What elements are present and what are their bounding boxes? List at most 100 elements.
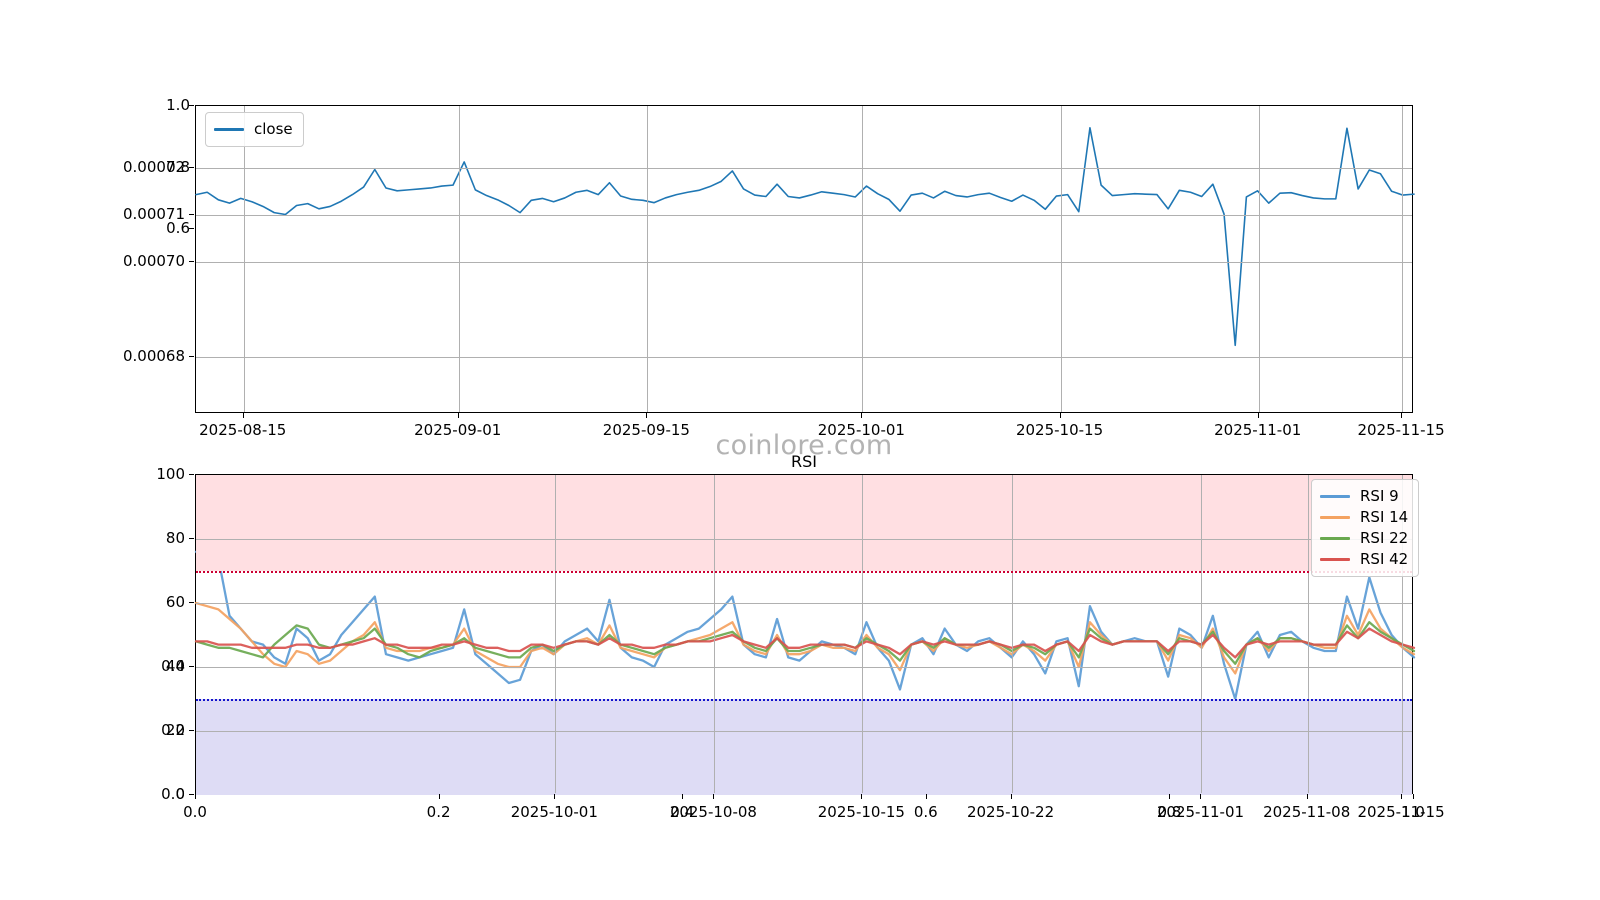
price-series-svg: [195, 126, 1415, 347]
rsi-x-tick-label: 2025-11-01: [1156, 803, 1245, 821]
rsi-gridline-v: [1201, 475, 1203, 793]
price-gridline-v: [458, 106, 460, 412]
rsi-legend[interactable]: RSI 9 RSI 14 RSI 22 RSI 42: [1311, 479, 1420, 577]
price-gridline-v: [243, 106, 245, 412]
price-legend-label: close: [254, 120, 293, 138]
price-x-tickmark: [646, 413, 648, 418]
rsi-y-tick-label: 60: [165, 593, 185, 611]
price-y-tick-label: 0.00070: [122, 252, 185, 271]
rsi-x-overlay-tick-label: 0.8: [1157, 803, 1182, 821]
rsi-gridline-v: [555, 475, 557, 793]
rsi-x-overlay-tick-label: 0.6: [913, 803, 938, 821]
rsi-y-overlay-tick-label: 0.2: [161, 721, 185, 739]
rsi-gridline-h: [196, 603, 1412, 604]
price-gridline-h: [196, 167, 1412, 169]
rsi-x-overlay-tick-label: 0.0: [183, 803, 207, 821]
price-y-overlay-tickmark: [189, 228, 194, 230]
rsi-gridline-h: [196, 731, 1412, 732]
price-y-tickmark: [189, 356, 194, 358]
price-gridline-h: [196, 262, 1412, 264]
rsi-x-tickmark: [1306, 794, 1308, 799]
price-y-overlay-tick-label: 0.8: [166, 157, 190, 176]
rsi-y-overlay-tick-label: 0.4: [161, 657, 185, 675]
rsi-legend-item[interactable]: RSI 42: [1320, 549, 1408, 570]
price-legend[interactable]: close: [205, 112, 304, 147]
rsi-y-tick-label: 40: [165, 657, 185, 675]
rsi-legend-swatch: [1320, 516, 1350, 519]
price-plot-area: [195, 105, 1415, 413]
rsi-y-overlay-tickmark: [189, 794, 194, 795]
price-panel: 0.00072 0.00071 0.00070 0.00068 1.0 0.8 0.6 2…: [122, 96, 1445, 439]
rsi-y-tickmark: [189, 538, 194, 539]
price-y-overlay-tick-label: 0.6: [166, 219, 190, 238]
price-legend-item[interactable]: close: [214, 119, 293, 140]
rsi-gridline-h: [196, 539, 1412, 540]
rsi-y-tick-label: 0: [175, 785, 185, 803]
rsi-band-overbought: [196, 475, 1412, 571]
price-y-tick-label: 0.00068: [122, 347, 185, 366]
rsi-x-tickmark: [1401, 794, 1403, 799]
rsi-legend-swatch: [1320, 558, 1350, 561]
rsi-legend-swatch: [1320, 537, 1350, 540]
rsi-x-overlay-tick-label: 1.0: [1401, 803, 1425, 821]
price-gridline-v: [862, 106, 864, 412]
price-gridline-h: [196, 357, 1412, 359]
rsi-x-tick-label: 2025-10-01: [510, 803, 598, 821]
rsi-oversold-line: [196, 699, 1412, 701]
price-gridline-v: [1402, 106, 1404, 412]
price-y-tickmark: [189, 261, 194, 263]
rsi-legend-label: RSI 42: [1360, 550, 1409, 568]
rsi-x-tick-label: 2025-10-08: [669, 803, 757, 821]
rsi-x-tick-label: 2025-11-08: [1263, 803, 1351, 821]
rsi-gridline-v: [1011, 475, 1013, 793]
rsi-x-overlay-tickmark: [1413, 794, 1414, 799]
rsi-overbought-line: [196, 571, 1412, 573]
rsi-gridline-h: [196, 667, 1412, 668]
rsi-x-tickmark: [1010, 794, 1012, 799]
rsi-y-overlay-tick-label: 0.0: [161, 785, 185, 803]
rsi-x-overlay-tickmark: [1169, 794, 1171, 799]
rsi-y-tick-label: 80: [165, 529, 185, 547]
rsi-y-tickmark: [189, 602, 194, 603]
price-x-tickmark: [1257, 413, 1259, 418]
watermark: coinlore.com: [715, 430, 893, 461]
price-gridline-v: [647, 106, 649, 412]
price-x-tick-label: 2025-09-01: [414, 421, 502, 439]
price-y-tick-label: 0.00071: [122, 204, 185, 223]
rsi-legend-item[interactable]: RSI 14: [1320, 507, 1408, 528]
rsi-x-tickmark: [861, 794, 863, 799]
rsi-gridline-v: [1402, 475, 1404, 793]
price-x-tick-label: 2025-11-01: [1214, 421, 1302, 439]
rsi-legend-label: RSI 9: [1360, 487, 1399, 505]
rsi-x-tick-label: 2025-10-22: [966, 803, 1055, 821]
rsi-legend-item[interactable]: RSI 22: [1320, 528, 1408, 549]
rsi-gridline-v: [862, 475, 864, 793]
rsi-series-svg: [194, 550, 1416, 701]
price-x-tick-label: 2025-10-01: [817, 421, 905, 439]
rsi-panel-title: RSI: [791, 452, 817, 471]
rsi-legend-swatch: [1320, 495, 1350, 498]
price-x-tickmark: [1059, 413, 1061, 418]
price-x-tickmark: [1401, 413, 1403, 418]
rsi-x-overlay-tick-label: 0.4: [670, 803, 695, 821]
rsi-legend-label: RSI 14: [1360, 508, 1409, 526]
price-y-overlay-tickmark: [189, 166, 194, 168]
price-x-tick-label: 2025-08-15: [199, 421, 287, 439]
rsi-x-overlay-tick-label: 0.2: [426, 803, 451, 821]
rsi-y-tick-label: 20: [165, 721, 185, 739]
rsi-band-oversold: [196, 699, 1412, 795]
price-x-tick-label: 2025-09-15: [602, 421, 690, 439]
rsi-x-tickmark: [554, 794, 556, 799]
rsi-legend-item[interactable]: RSI 9: [1320, 486, 1408, 507]
rsi-x-tick-label: 2025-11-15: [1357, 803, 1445, 821]
rsi-x-tick-label: 2025-10-15: [817, 803, 905, 821]
rsi-panel: 100 80 60 40 20 0 0.4 0.2 0.0 2025-10-01 2025-10…: [0, 455, 1600, 900]
rsi-gridline-v: [714, 475, 716, 793]
price-y-tickmark: [189, 213, 194, 215]
price-x-tick-label: 2025-10-15: [1015, 421, 1104, 439]
rsi-x-overlay-tickmark: [925, 794, 927, 799]
rsi-y-tick-label: 100: [156, 465, 185, 483]
price-y-overlay-tick-label: 1.0: [166, 96, 190, 114]
rsi-x-overlay-tickmark: [438, 794, 440, 799]
price-gridline-v: [1258, 106, 1260, 412]
